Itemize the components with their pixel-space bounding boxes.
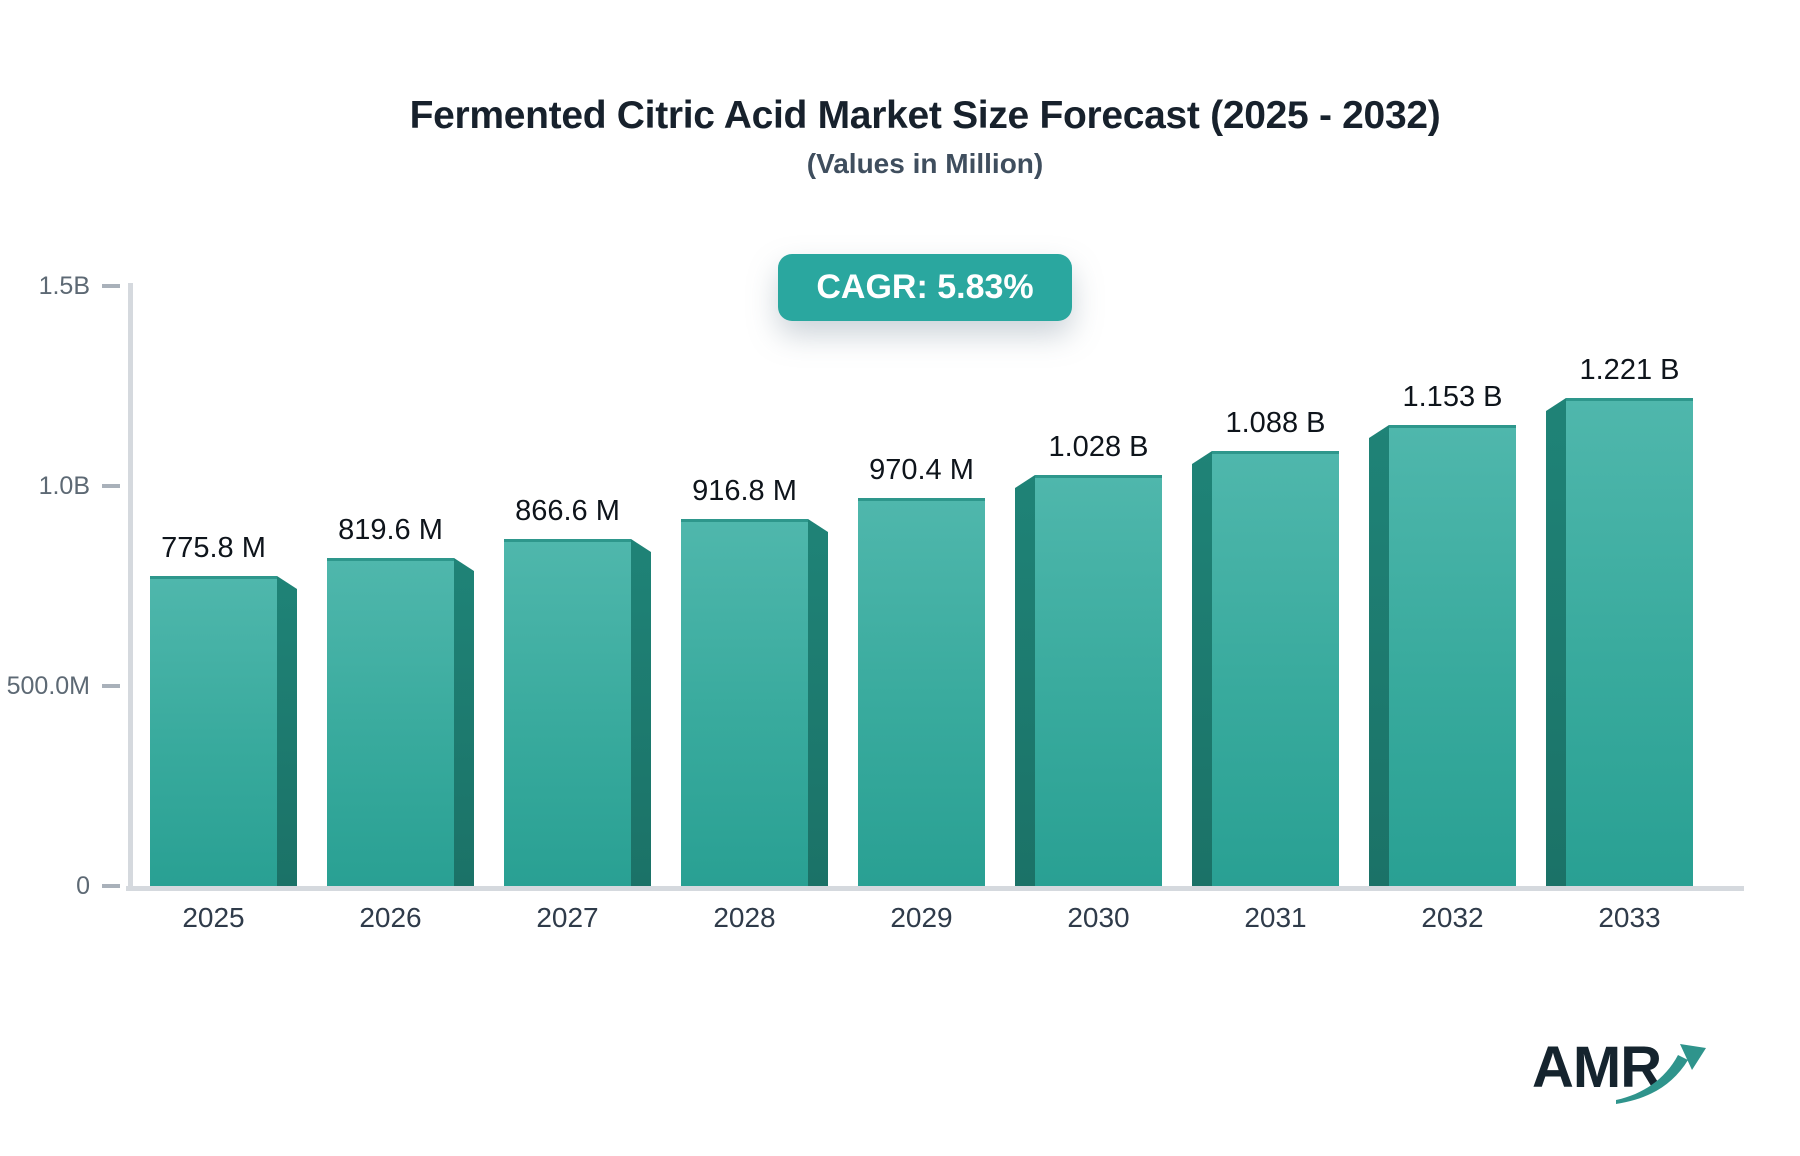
y-tick-label: 1.0B <box>38 472 90 500</box>
bar-side-face <box>808 519 828 886</box>
x-tick-label: 2030 <box>1067 902 1130 933</box>
x-tick-label: 2028 <box>713 902 776 933</box>
bar-side-face <box>277 576 297 886</box>
x-tick-label: 2031 <box>1244 902 1307 933</box>
bar-side-face <box>1192 451 1212 886</box>
bar-side-face <box>1369 425 1389 886</box>
amr-logo-text: AMR <box>1532 1035 1662 1100</box>
bar-2027 <box>504 539 631 886</box>
y-tick-mark <box>102 484 120 488</box>
bar-2032 <box>1389 425 1516 886</box>
bar-2033 <box>1566 398 1693 886</box>
bar-value-label: 1.221 B <box>1579 354 1680 386</box>
chart-subtitle: (Values in Million) <box>806 148 1044 179</box>
bar-2029 <box>858 498 985 886</box>
x-tick-label: 2033 <box>1598 902 1661 933</box>
bar-value-label: 1.088 B <box>1225 407 1326 439</box>
bar-side-face <box>631 539 651 886</box>
bar-value-label: 916.8 M <box>692 475 797 507</box>
y-tick-label: 500.0M <box>6 672 90 700</box>
y-tick-mark <box>102 684 120 688</box>
bar-value-label: 1.028 B <box>1048 431 1149 463</box>
cagr-badge-wrap: CAGR: 5.83% <box>50 254 1800 321</box>
x-tick-label: 2027 <box>536 902 599 933</box>
y-tick-label: 0 <box>76 872 90 900</box>
bar-value-label: 1.153 B <box>1402 381 1503 413</box>
x-tick-label: 2032 <box>1421 902 1484 933</box>
bar-2028 <box>681 519 808 886</box>
bar-value-label: 866.6 M <box>515 495 620 527</box>
x-tick-label: 2025 <box>182 902 245 933</box>
bar-side-face <box>1546 398 1566 886</box>
bar-2030 <box>1035 475 1162 886</box>
y-axis-line <box>128 283 133 891</box>
bar-2031 <box>1212 451 1339 886</box>
x-axis-line <box>126 886 1744 891</box>
chart-title: Fermented Citric Acid Market Size Foreca… <box>409 94 1441 137</box>
bar-2026 <box>327 558 454 886</box>
bar-value-label: 970.4 M <box>869 454 974 486</box>
cagr-badge: CAGR: 5.83% <box>778 254 1072 321</box>
bar-value-label: 819.6 M <box>338 514 443 546</box>
amr-logo: AMR <box>1512 1030 1732 1110</box>
y-tick-label: 1.5B <box>38 272 90 300</box>
bar-value-label: 775.8 M <box>161 532 266 564</box>
bar-2025 <box>150 576 277 886</box>
bar-side-face <box>454 558 474 886</box>
y-tick-mark <box>102 884 120 888</box>
x-tick-label: 2029 <box>890 902 953 933</box>
logo-arrow-icon <box>1616 1044 1706 1104</box>
y-tick-mark <box>102 284 120 288</box>
x-tick-label: 2026 <box>359 902 422 933</box>
bar-side-face <box>1015 475 1035 886</box>
